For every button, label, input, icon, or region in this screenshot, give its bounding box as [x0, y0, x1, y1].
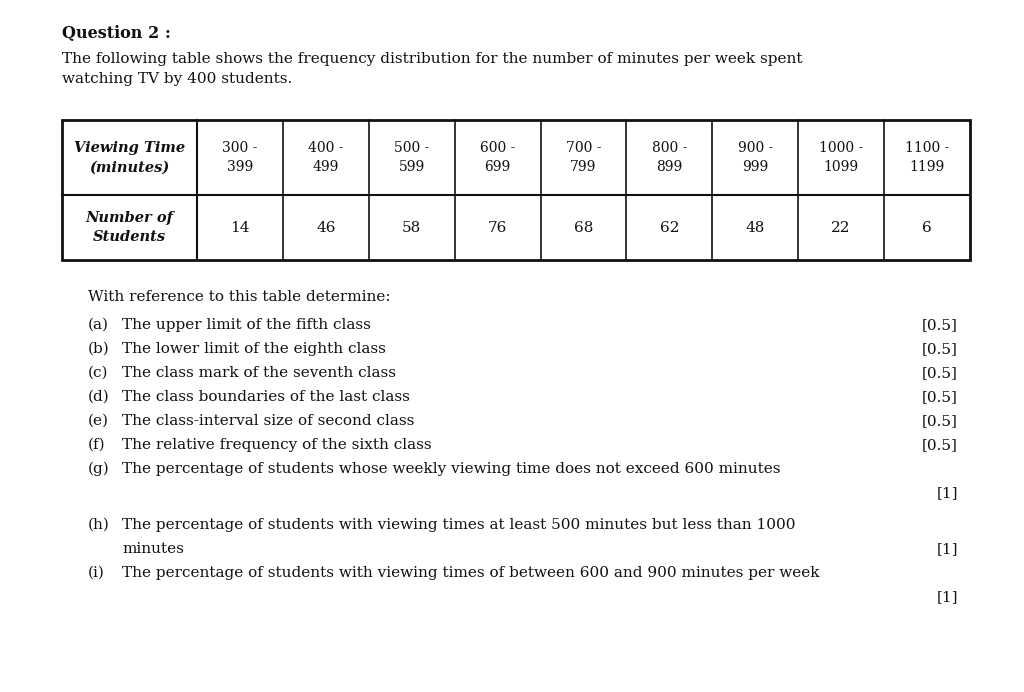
- Text: With reference to this table determine:: With reference to this table determine:: [88, 290, 390, 304]
- Text: 900 -
999: 900 - 999: [737, 140, 773, 174]
- Text: The percentage of students with viewing times of between 600 and 900 minutes per: The percentage of students with viewing …: [122, 566, 819, 580]
- Text: 58: 58: [402, 221, 421, 235]
- Text: (a): (a): [88, 318, 109, 332]
- Text: (d): (d): [88, 390, 110, 404]
- Text: The following table shows the frequency distribution for the number of minutes p: The following table shows the frequency …: [62, 52, 803, 86]
- Text: [1]: [1]: [937, 486, 958, 500]
- Text: 700 -
799: 700 - 799: [565, 140, 601, 174]
- Text: 22: 22: [831, 221, 851, 235]
- Text: (e): (e): [88, 414, 109, 428]
- Text: 600 -
699: 600 - 699: [480, 140, 515, 174]
- Text: 6: 6: [923, 221, 932, 235]
- Text: (c): (c): [88, 366, 109, 380]
- Text: [0.5]: [0.5]: [923, 342, 958, 356]
- Bar: [62, 120, 970, 260]
- Text: 46: 46: [316, 221, 336, 235]
- Text: 62: 62: [659, 221, 679, 235]
- Text: [0.5]: [0.5]: [923, 390, 958, 404]
- Text: (g): (g): [88, 462, 110, 476]
- Text: 1000 -
1099: 1000 - 1099: [819, 140, 863, 174]
- Text: 800 -
899: 800 - 899: [651, 140, 687, 174]
- Text: Viewing Time
(minutes): Viewing Time (minutes): [74, 140, 185, 174]
- Text: The lower limit of the eighth class: The lower limit of the eighth class: [122, 342, 386, 356]
- Text: The class boundaries of the last class: The class boundaries of the last class: [122, 390, 410, 404]
- Text: (h): (h): [88, 518, 110, 532]
- Text: The class-interval size of second class: The class-interval size of second class: [122, 414, 415, 428]
- Text: 14: 14: [230, 221, 250, 235]
- Text: (b): (b): [88, 342, 110, 356]
- Text: The relative frequency of the sixth class: The relative frequency of the sixth clas…: [122, 438, 432, 452]
- Text: The percentage of students whose weekly viewing time does not exceed 600 minutes: The percentage of students whose weekly …: [122, 462, 780, 476]
- Text: 68: 68: [573, 221, 593, 235]
- Text: The class mark of the seventh class: The class mark of the seventh class: [122, 366, 396, 380]
- Text: 500 -
599: 500 - 599: [394, 140, 429, 174]
- Text: The upper limit of the fifth class: The upper limit of the fifth class: [122, 318, 371, 332]
- Text: [0.5]: [0.5]: [923, 414, 958, 428]
- Text: The percentage of students with viewing times at least 500 minutes but less than: The percentage of students with viewing …: [122, 518, 796, 532]
- Text: [1]: [1]: [937, 542, 958, 556]
- Text: Number of
Students: Number of Students: [86, 211, 173, 244]
- Text: [0.5]: [0.5]: [923, 438, 958, 452]
- Text: Question 2 :: Question 2 :: [62, 25, 171, 42]
- Text: [0.5]: [0.5]: [923, 318, 958, 332]
- Text: 76: 76: [487, 221, 507, 235]
- Text: [1]: [1]: [937, 590, 958, 604]
- Text: (f): (f): [88, 438, 105, 452]
- Text: 400 -
499: 400 - 499: [308, 140, 344, 174]
- Text: 300 -
399: 300 - 399: [222, 140, 258, 174]
- Text: [0.5]: [0.5]: [923, 366, 958, 380]
- Text: 1100 -
1199: 1100 - 1199: [905, 140, 949, 174]
- Text: (i): (i): [88, 566, 104, 580]
- Text: minutes: minutes: [122, 542, 184, 556]
- Text: 48: 48: [745, 221, 765, 235]
